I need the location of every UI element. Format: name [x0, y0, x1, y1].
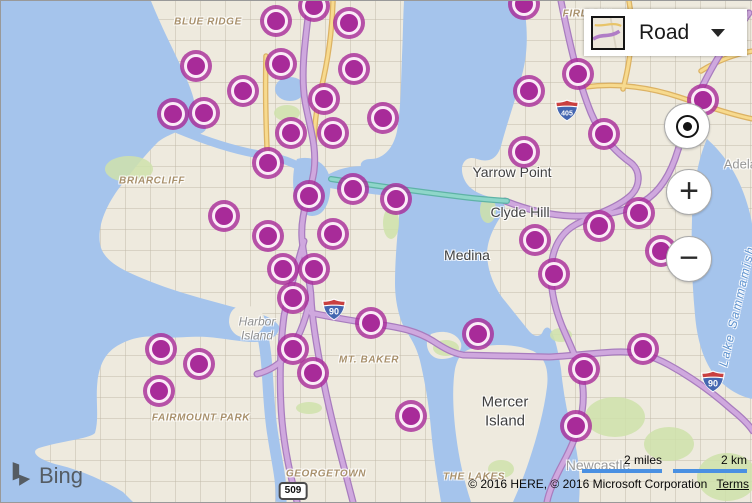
map-pushpin[interactable]: [466, 322, 490, 346]
map-pushpin[interactable]: [312, 87, 336, 111]
svg-text:405: 405: [561, 111, 573, 118]
map-pushpin[interactable]: [271, 257, 295, 281]
map-pushpin[interactable]: [321, 121, 345, 145]
map-pushpin[interactable]: [321, 222, 345, 246]
map-pushpin[interactable]: [187, 352, 211, 376]
map-label: THE LAKES: [442, 471, 506, 483]
map-pushpin[interactable]: [517, 79, 541, 103]
map-pushpin[interactable]: [566, 62, 590, 86]
bing-b-icon: [12, 462, 31, 486]
map-pushpin[interactable]: [147, 379, 171, 403]
map-pushpin[interactable]: [301, 361, 325, 385]
map-pushpin[interactable]: [572, 357, 596, 381]
map-pushpin[interactable]: [384, 187, 408, 211]
map-pushpin[interactable]: [302, 257, 326, 281]
copyright-text: © 2016 HERE, © 2016 Microsoft Corporatio…: [468, 477, 708, 491]
map-label: Medina: [444, 247, 490, 263]
map-pushpin[interactable]: [149, 337, 173, 361]
map-pushpin[interactable]: [256, 151, 280, 175]
map-pushpin[interactable]: [399, 404, 423, 428]
scale-km-label: 2 km: [720, 453, 747, 467]
scale-miles-bar: [582, 469, 662, 473]
map-pushpin[interactable]: [269, 52, 293, 76]
map-label: FAIRMOUNT PARK: [151, 412, 251, 424]
bing-logo-text: Bing: [39, 463, 84, 488]
minus-icon: −: [679, 238, 699, 277]
map-style-selector[interactable]: Road: [584, 9, 747, 56]
map-pushpin[interactable]: [523, 228, 547, 252]
map-label: Mercer Island: [481, 393, 529, 429]
map-pushpin[interactable]: [264, 9, 288, 33]
map-style-thumbnail-icon: [591, 15, 625, 50]
map-label: Harbor Island: [238, 314, 276, 343]
map-pushpin[interactable]: [302, 1, 326, 18]
zoom-in-button[interactable]: +: [666, 169, 712, 215]
locate-me-button[interactable]: [664, 103, 710, 149]
map-pushpin[interactable]: [542, 262, 566, 286]
attribution: © 2016 HERE, © 2016 Microsoft Corporatio…: [468, 477, 749, 491]
map-label: BRIARCLIFF: [119, 175, 185, 187]
map-pushpin[interactable]: [256, 224, 280, 248]
map-label: GEORGETOWN: [285, 468, 367, 480]
zoom-out-button[interactable]: −: [666, 236, 712, 282]
map-label: Clyde Hill: [490, 204, 550, 220]
interstate-shield: 405: [554, 99, 580, 127]
chevron-down-icon: [711, 28, 726, 37]
map-pushpin[interactable]: [161, 102, 185, 126]
map-pushpin[interactable]: [627, 201, 651, 225]
map-pushpin[interactable]: [281, 337, 305, 361]
svg-text:90: 90: [329, 307, 339, 317]
map-pushpin[interactable]: [231, 79, 255, 103]
map-label: MT. BAKER: [338, 354, 400, 366]
state-route-shield: 509: [278, 482, 308, 500]
map-label: Yarrow Point: [472, 164, 552, 180]
parks: [105, 105, 752, 501]
map-pushpin[interactable]: [371, 106, 395, 130]
map-label: Adelaide: [723, 156, 752, 172]
map-pushpin[interactable]: [279, 121, 303, 145]
map-pushpin[interactable]: [341, 177, 365, 201]
map-pushpin[interactable]: [512, 140, 536, 164]
map-pushpin[interactable]: [631, 337, 655, 361]
svg-text:90: 90: [708, 379, 718, 389]
map-pushpin[interactable]: [297, 184, 321, 208]
map-pushpin[interactable]: [359, 311, 383, 335]
interstate-shield: 90: [321, 298, 347, 326]
map-style-label: Road: [639, 20, 690, 44]
interstate-shield: 90: [700, 370, 726, 398]
map-pushpin[interactable]: [342, 57, 366, 81]
map-pushpin[interactable]: [587, 214, 611, 238]
terms-link[interactable]: Terms: [716, 477, 749, 491]
map-label: BLUE RIDGE: [174, 16, 242, 28]
map-pushpin[interactable]: [592, 122, 616, 146]
map-pushpin[interactable]: [512, 1, 536, 16]
locate-target-icon: [675, 114, 699, 138]
map-pushpin[interactable]: [281, 286, 305, 310]
map-pushpin[interactable]: [212, 204, 236, 228]
map-pushpin[interactable]: [184, 54, 208, 78]
map-pushpin[interactable]: [337, 11, 361, 35]
duwamish-river: [257, 335, 287, 502]
map-pushpin[interactable]: [564, 414, 588, 438]
scale-km-bar: [673, 469, 747, 473]
scale-miles-label: 2 miles: [623, 453, 662, 467]
map-pushpin[interactable]: [192, 101, 216, 125]
bing-logo[interactable]: Bing: [9, 462, 83, 490]
plus-icon: +: [679, 171, 699, 210]
